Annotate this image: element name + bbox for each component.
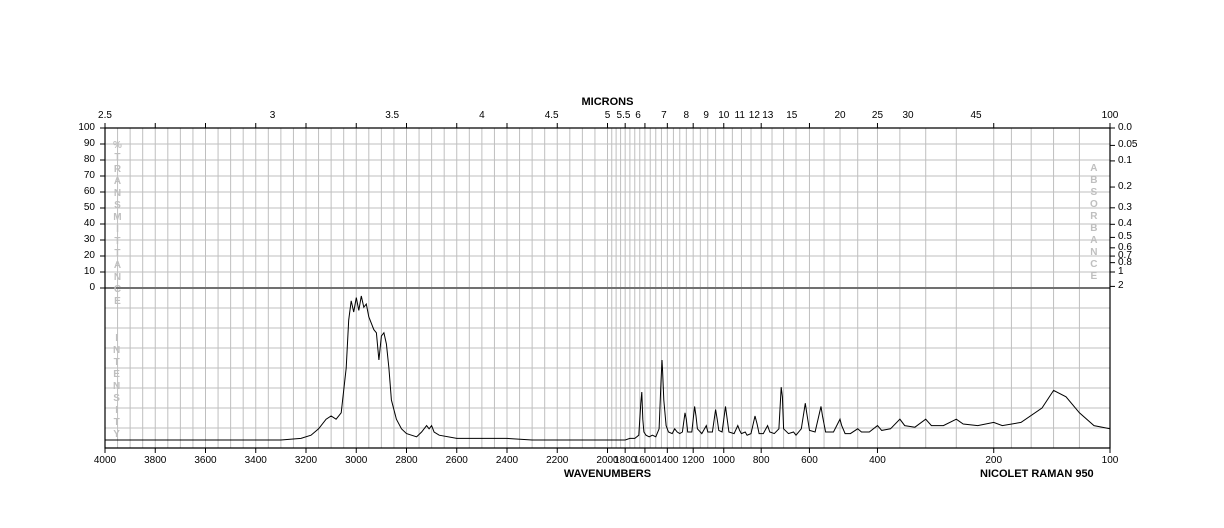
tick-label: 800 [736,455,786,466]
tick-label: 3600 [181,455,231,466]
chart-svg [0,0,1224,528]
tick-label: 600 [784,455,834,466]
tick-label: 0.05 [1118,139,1137,150]
tick-label: 10 [47,266,95,277]
top-axis-title: MICRONS [105,96,1110,108]
tick-label: 400 [852,455,902,466]
tick-label: 4.5 [527,110,577,121]
tick-label: 50 [47,202,95,213]
tick-label: 80 [47,154,95,165]
instrument-label: NICOLET RAMAN 950 [980,468,1094,480]
tick-label: 30 [47,234,95,245]
tick-label: 200 [969,455,1019,466]
tick-label: 100 [47,122,95,133]
tick-label: 2600 [432,455,482,466]
tick-label: 3400 [231,455,281,466]
tick-label: 70 [47,170,95,181]
tick-label: 4000 [80,455,130,466]
tick-label: 2 [1118,280,1124,291]
tick-label: 0 [47,282,95,293]
transmittance-label: %TRANSMITTANCE [113,140,122,308]
tick-label: 3 [248,110,298,121]
tick-label: 2800 [382,455,432,466]
tick-label: 15 [767,110,817,121]
tick-label: 40 [47,218,95,229]
tick-label: 3800 [130,455,180,466]
tick-label: 3200 [281,455,331,466]
tick-label: 2200 [532,455,582,466]
tick-label: 0.1 [1118,155,1132,166]
absorbance-label: ABSORBANCE [1090,163,1098,283]
tick-label: 60 [47,186,95,197]
tick-label: 3.5 [367,110,417,121]
tick-label: 45 [951,110,1001,121]
tick-label: 1 [1118,266,1124,277]
tick-label: 0.4 [1118,218,1132,229]
tick-label: 30 [883,110,933,121]
tick-label: 100 [1085,110,1135,121]
tick-label: 2400 [482,455,532,466]
tick-label: 0.2 [1118,181,1132,192]
tick-label: 4 [457,110,507,121]
intensity-label: INTENSITY [113,333,120,441]
tick-label: 3000 [331,455,381,466]
tick-label: 20 [47,250,95,261]
tick-label: 0.0 [1118,122,1132,133]
bottom-axis-title: WAVENUMBERS [105,468,1110,480]
tick-label: 90 [47,138,95,149]
tick-label: 0.3 [1118,202,1132,213]
tick-label: 2.5 [80,110,130,121]
spectrum-figure: MICRONS WAVENUMBERS NICOLET RAMAN 950 40… [0,0,1224,528]
tick-label: 100 [1085,455,1135,466]
tick-label: 0.5 [1118,231,1132,242]
